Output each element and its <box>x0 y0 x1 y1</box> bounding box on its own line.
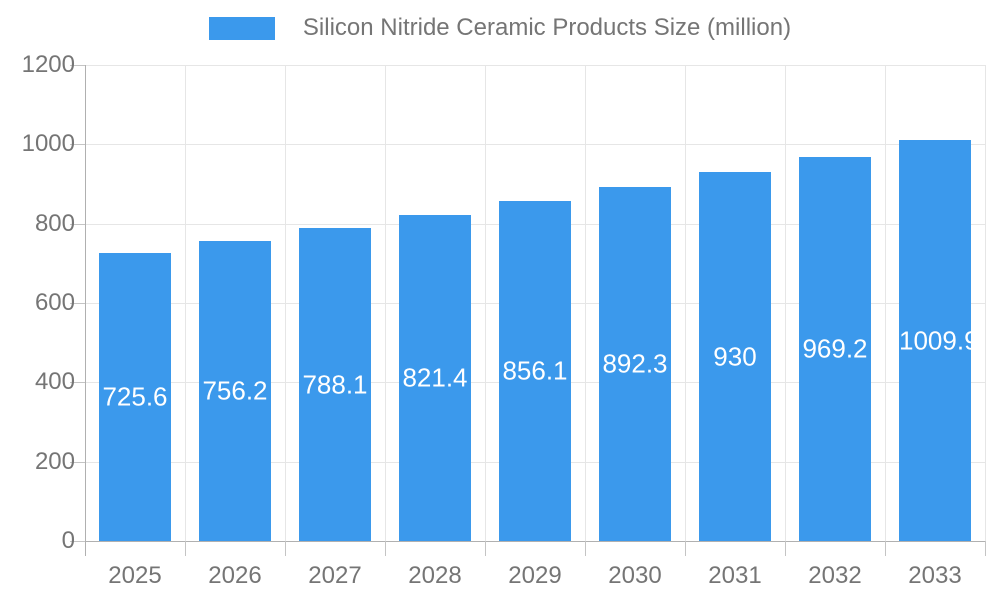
x-tick-label: 2025 <box>108 562 162 589</box>
y-tick-label: 1000 <box>21 130 75 158</box>
y-tick-mark <box>70 461 85 463</box>
x-tick-mark <box>485 541 486 556</box>
legend-swatch <box>208 16 275 40</box>
x-tick-label: 2029 <box>508 562 562 589</box>
x-tick-label: 2031 <box>708 562 762 589</box>
x-gridline <box>485 65 486 541</box>
x-tick-mark <box>185 541 186 556</box>
x-tick-label: 2030 <box>608 562 662 589</box>
bar-value-label: 856.1 <box>502 355 568 386</box>
x-tick-mark <box>285 541 286 556</box>
x-tick-mark <box>685 541 686 556</box>
bar-value-label: 756.2 <box>202 375 268 406</box>
y-tick-mark <box>70 65 85 66</box>
bar[interactable]: 788.1 <box>299 228 371 541</box>
x-axis-line <box>70 541 985 542</box>
x-gridline <box>985 65 986 541</box>
x-tick-label: 2026 <box>208 562 262 589</box>
x-tick-label: 2032 <box>808 562 862 589</box>
x-gridline <box>185 65 186 541</box>
bar[interactable]: 1009.9 <box>899 140 979 541</box>
x-gridline <box>585 65 586 541</box>
bar[interactable]: 969.2 <box>799 157 871 541</box>
y-tick-label: 200 <box>34 447 75 475</box>
legend-label: Silicon Nitride Ceramic Products Size (m… <box>302 14 792 41</box>
x-gridline <box>885 65 886 541</box>
y-tick-label: 0 <box>61 527 75 554</box>
bar[interactable]: 930 <box>699 172 771 541</box>
x-tick-label: 2033 <box>908 562 962 589</box>
x-tick-mark <box>885 541 886 556</box>
x-tick-label: 2028 <box>408 562 462 589</box>
legend[interactable]: Silicon Nitride Ceramic Products Size (m… <box>0 14 1000 42</box>
y-tick-label: 800 <box>34 209 75 237</box>
bar[interactable]: 821.4 <box>399 215 471 541</box>
x-gridline <box>785 65 786 541</box>
bar-value-label: 930 <box>713 341 757 371</box>
y-tick-label: 1200 <box>21 51 75 78</box>
plot-area: 725.6 756.2 788.1 821.4 856.1 892.3 930 969.2 10… <box>85 65 986 541</box>
y-tick-mark <box>70 223 85 225</box>
bar[interactable]: 725.6 <box>99 253 171 541</box>
y-gridline <box>85 144 985 146</box>
y-tick-mark <box>70 382 85 384</box>
y-tick-label: 400 <box>34 368 75 396</box>
x-tick-label: 2027 <box>308 562 362 589</box>
x-tick-mark <box>785 541 786 556</box>
x-gridline <box>685 65 686 541</box>
bar-value-label: 892.3 <box>602 348 668 379</box>
x-tick-mark <box>385 541 386 556</box>
bar-value-label: 788.1 <box>302 369 368 399</box>
y-gridline <box>85 65 985 66</box>
bar-value-label: 1009.9 <box>899 325 979 355</box>
x-gridline <box>285 65 286 541</box>
y-tick-mark <box>70 541 85 542</box>
y-axis-line <box>85 65 86 556</box>
bar-value-label: 969.2 <box>802 333 868 364</box>
bar[interactable]: 856.1 <box>499 201 571 541</box>
y-tick-mark <box>70 303 85 304</box>
x-tick-mark <box>585 541 586 556</box>
bar[interactable]: 892.3 <box>599 187 671 541</box>
bar-value-label: 821.4 <box>402 362 468 393</box>
bar[interactable]: 756.2 <box>199 241 271 541</box>
x-tick-mark <box>985 541 986 556</box>
y-tick-mark <box>70 144 85 146</box>
bar-value-label: 725.6 <box>102 381 168 412</box>
x-gridline <box>385 65 386 541</box>
y-tick-label: 600 <box>34 289 75 316</box>
